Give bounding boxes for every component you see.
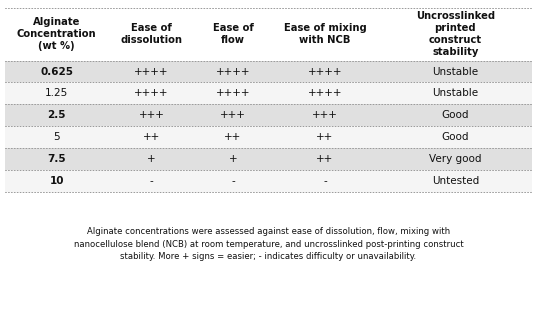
Text: Good: Good (441, 110, 469, 121)
Text: ++++: ++++ (134, 88, 169, 99)
Bar (5, 127, 532, 149)
Text: -: - (323, 176, 327, 186)
Text: ++++: ++++ (216, 88, 250, 99)
Text: 7.5: 7.5 (47, 155, 66, 164)
Text: ++++: ++++ (308, 88, 342, 99)
Text: +: + (229, 155, 237, 164)
Text: -: - (149, 176, 153, 186)
Bar (5, 82, 532, 105)
Bar (5, 105, 532, 127)
Text: Alginate
Concentration
(wt %): Alginate Concentration (wt %) (17, 17, 97, 51)
Text: Very good: Very good (429, 155, 482, 164)
Text: ++++: ++++ (308, 66, 342, 77)
Text: ++: ++ (316, 155, 333, 164)
Text: Good: Good (441, 132, 469, 142)
Text: 1.25: 1.25 (45, 88, 68, 99)
Text: Ease of
flow: Ease of flow (213, 23, 253, 45)
Text: +: + (147, 155, 156, 164)
Text: 0.625: 0.625 (40, 66, 73, 77)
Text: -: - (231, 176, 235, 186)
Bar (5, 149, 532, 170)
Text: +++: +++ (312, 110, 338, 121)
Text: +++: +++ (139, 110, 164, 121)
Text: Unstable: Unstable (432, 88, 478, 99)
Text: 5: 5 (53, 132, 60, 142)
Text: ++: ++ (224, 132, 242, 142)
Text: Ease of mixing
with NCB: Ease of mixing with NCB (284, 23, 366, 45)
Text: ++: ++ (143, 132, 160, 142)
Text: ++++: ++++ (216, 66, 250, 77)
Text: +++: +++ (220, 110, 246, 121)
Text: Alginate concentrations were assessed against ease of dissolution, flow, mixing : Alginate concentrations were assessed ag… (74, 227, 463, 261)
Text: Unstable: Unstable (432, 66, 478, 77)
Bar (5, 8, 532, 60)
Text: Ease of
dissolution: Ease of dissolution (120, 23, 183, 45)
Text: Uncrosslinked
printed
construct
stability: Uncrosslinked printed construct stabilit… (416, 11, 495, 57)
Text: ++++: ++++ (134, 66, 169, 77)
Text: 2.5: 2.5 (47, 110, 66, 121)
Bar (5, 60, 532, 82)
Bar (5, 170, 532, 192)
Text: ++: ++ (316, 132, 333, 142)
Text: 10: 10 (49, 176, 64, 186)
Text: Untested: Untested (432, 176, 479, 186)
